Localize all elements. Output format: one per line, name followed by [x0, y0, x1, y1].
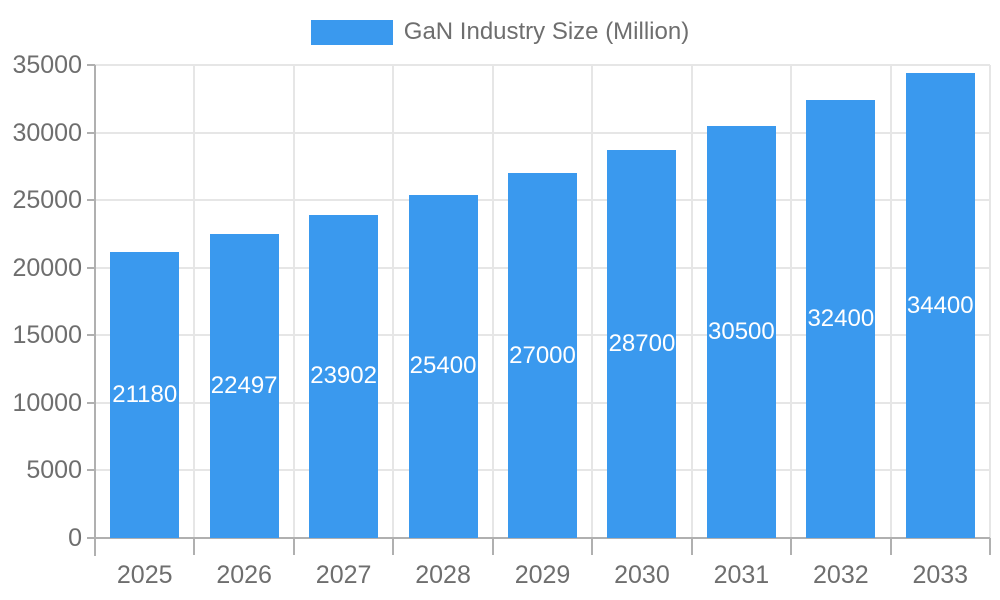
gridline-vertical — [193, 65, 196, 538]
x-axis-tick — [690, 538, 693, 555]
gridline-vertical — [591, 65, 594, 538]
gridline-vertical — [392, 65, 395, 538]
bar-2026[interactable] — [209, 233, 279, 538]
x-axis-label: 2027 — [315, 561, 372, 589]
gridline-vertical — [790, 65, 793, 538]
y-axis-tick — [87, 199, 95, 202]
y-axis-line — [94, 65, 96, 556]
legend-label: GaN Industry Size (Million) — [403, 18, 690, 45]
legend-swatch-icon — [310, 19, 393, 45]
bar-2027[interactable] — [309, 214, 379, 538]
x-axis-tick — [591, 538, 594, 555]
bar-2030[interactable] — [607, 150, 677, 538]
y-axis-label: 15000 — [12, 321, 82, 350]
bar-value-label: 23902 — [310, 362, 377, 390]
gridline-vertical — [690, 65, 693, 538]
bar-value-label: 21180 — [112, 380, 178, 408]
y-axis-label: 35000 — [12, 51, 82, 79]
y-axis-tick — [87, 131, 95, 134]
x-axis-label: 2030 — [614, 561, 670, 589]
bar-2025[interactable] — [110, 251, 180, 538]
gridline-horizontal — [95, 131, 990, 134]
x-axis-tick — [193, 538, 196, 555]
x-axis-tick — [292, 538, 295, 555]
x-axis-label: 2031 — [713, 561, 770, 589]
y-axis-label: 25000 — [12, 186, 82, 215]
gridline-vertical — [989, 65, 991, 538]
x-axis-label: 2028 — [415, 561, 471, 589]
y-axis-tick — [87, 537, 95, 539]
y-axis-label: 10000 — [12, 388, 82, 417]
legend[interactable]: GaN Industry Size (Million) — [0, 18, 1000, 46]
bar-2029[interactable] — [508, 173, 577, 538]
x-axis-line — [87, 537, 990, 539]
y-axis-tick — [87, 401, 95, 404]
bar-value-label: 22497 — [210, 371, 278, 399]
bar-value-label: 28700 — [608, 330, 676, 358]
bar-2033[interactable] — [905, 73, 975, 538]
x-axis-tick — [392, 538, 395, 555]
x-axis-tick — [889, 538, 892, 555]
y-axis-tick — [87, 469, 95, 472]
x-axis-label: 2032 — [813, 561, 869, 589]
gridline-vertical — [889, 65, 892, 538]
bar-value-label: 25400 — [409, 352, 477, 380]
y-axis-tick — [87, 64, 95, 66]
gridline-horizontal — [95, 64, 990, 66]
y-axis-tick — [87, 334, 95, 337]
gridline-vertical — [292, 65, 295, 538]
y-axis-label: 5000 — [26, 456, 82, 485]
bar-value-label: 32400 — [807, 305, 875, 333]
bar-value-label: 30500 — [708, 317, 775, 345]
x-axis-tick — [790, 538, 793, 555]
bar-2032[interactable] — [806, 100, 876, 538]
x-axis-label: 2029 — [514, 561, 571, 589]
bar-value-label: 27000 — [509, 341, 576, 369]
gridline-vertical — [491, 65, 494, 538]
x-axis-label: 2033 — [912, 561, 969, 589]
bar-2031[interactable] — [706, 125, 776, 538]
bar-value-label: 34400 — [906, 291, 974, 319]
y-axis-label: 20000 — [12, 253, 82, 282]
x-axis-label: 2025 — [116, 561, 173, 589]
x-axis-label: 2026 — [216, 561, 272, 589]
y-axis-label: 0 — [68, 524, 82, 552]
x-axis-tick — [491, 538, 494, 555]
x-axis-tick — [989, 538, 991, 555]
y-axis-tick — [87, 266, 95, 269]
y-axis-label: 30000 — [12, 118, 82, 147]
bar-2028[interactable] — [408, 194, 478, 538]
